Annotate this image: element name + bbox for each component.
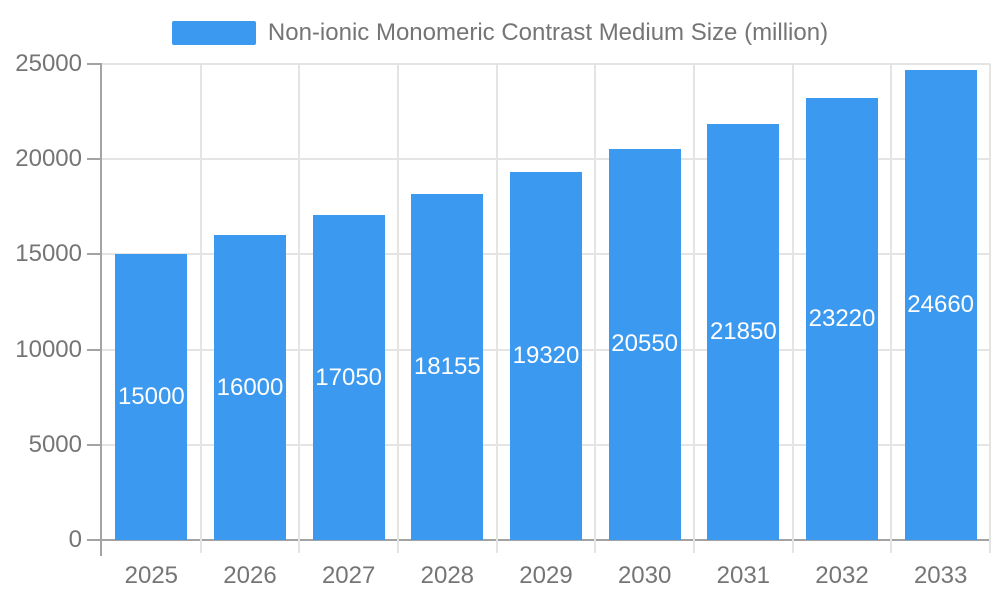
x-tick-label: 2032 bbox=[815, 562, 869, 589]
bar-2027[interactable] bbox=[312, 215, 385, 540]
gridline-x bbox=[199, 64, 202, 553]
bar-value-label: 23220 bbox=[808, 304, 876, 332]
bar-2025[interactable] bbox=[115, 254, 188, 540]
bar-2032[interactable] bbox=[806, 97, 878, 540]
y-axis-tick bbox=[87, 443, 102, 446]
x-tick-label: 2031 bbox=[716, 562, 771, 589]
y-axis-tick bbox=[87, 63, 102, 65]
chart-legend[interactable]: Non-ionic Monomeric Contrast Medium Size… bbox=[0, 19, 1000, 47]
bar-value-label: 21850 bbox=[709, 317, 777, 345]
bar-2031[interactable] bbox=[707, 123, 780, 540]
gridline-x bbox=[495, 64, 498, 553]
y-tick-label: 25000 bbox=[15, 50, 82, 77]
gridline-x bbox=[397, 64, 399, 553]
y-tick-label: 0 bbox=[68, 526, 82, 553]
gridline-x bbox=[989, 64, 991, 553]
bar-value-label: 18155 bbox=[413, 353, 481, 381]
gridline-x bbox=[791, 64, 794, 553]
bar-2028[interactable] bbox=[411, 194, 484, 540]
bar-2030[interactable] bbox=[608, 148, 681, 540]
x-tick-label: 2033 bbox=[913, 562, 968, 589]
bar-value-label: 15000 bbox=[117, 383, 185, 411]
x-tick-label: 2026 bbox=[223, 562, 277, 589]
gridline-x bbox=[693, 64, 695, 553]
gridline-x bbox=[594, 64, 597, 553]
bar-value-label: 16000 bbox=[216, 373, 284, 401]
gridline-x bbox=[890, 64, 893, 553]
x-tick-label: 2029 bbox=[519, 562, 573, 589]
y-axis-tick bbox=[87, 158, 102, 161]
y-tick-label: 20000 bbox=[15, 145, 82, 173]
bar-value-label: 17050 bbox=[315, 363, 383, 391]
y-tick-label: 10000 bbox=[15, 335, 82, 363]
bar-value-label: 20550 bbox=[611, 330, 679, 358]
y-axis-tick bbox=[87, 539, 102, 541]
gridline-y bbox=[102, 63, 990, 65]
bar-2033[interactable] bbox=[904, 70, 977, 540]
gridline-x bbox=[298, 64, 301, 553]
bar-2029[interactable] bbox=[510, 172, 582, 540]
y-tick-label: 5000 bbox=[28, 430, 82, 458]
y-tick-label: 15000 bbox=[15, 240, 82, 268]
x-tick-label: 2030 bbox=[617, 562, 672, 589]
x-tick-label: 2025 bbox=[124, 562, 179, 589]
gridline-y bbox=[102, 539, 990, 541]
legend-swatch-icon[interactable] bbox=[171, 21, 256, 45]
bar-value-label: 24660 bbox=[907, 291, 975, 319]
y-axis-line bbox=[100, 64, 102, 556]
gridline-y bbox=[102, 158, 990, 161]
bar-2026[interactable] bbox=[214, 235, 286, 540]
legend-label: Non-ionic Monomeric Contrast Medium Size… bbox=[267, 19, 829, 46]
bar-value-label: 19320 bbox=[512, 342, 580, 370]
y-axis-tick bbox=[87, 348, 102, 351]
y-axis-tick bbox=[87, 253, 102, 256]
x-tick-label: 2028 bbox=[420, 562, 475, 589]
x-tick-label: 2027 bbox=[321, 562, 376, 589]
